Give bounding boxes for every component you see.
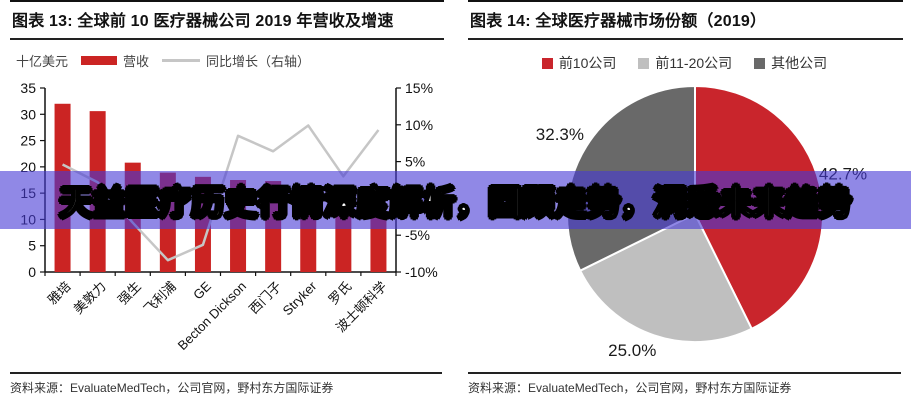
category-label: 飞利浦 (141, 279, 179, 317)
category-label: 波士顿科学 (333, 279, 390, 336)
pie-slice (578, 212, 754, 343)
growth-line-swatch (162, 59, 201, 62)
right-axis-tick-label: 15% (405, 80, 433, 96)
right-axis-tick-label: -5% (405, 227, 430, 243)
legend-item-label: 前11-20公司 (655, 55, 733, 71)
promo-banner-text: 天益医疗历史行情深度解析，回顾走势，洞悉未来趋势 (59, 183, 853, 222)
left-axis-tick-label: 25 (20, 133, 36, 149)
left-axis-tick-label: 30 (20, 106, 36, 122)
category-label: 强生 (115, 279, 144, 308)
left-axis-tick-label: 35 (20, 80, 36, 96)
category-label: GE (190, 278, 214, 302)
legend-item-revenue: 营收 (81, 51, 149, 70)
category-label: Becton Dickson (175, 279, 249, 353)
legend-item-label: 同比增长（右轴） (206, 54, 311, 69)
category-label: 罗氏 (325, 279, 354, 308)
legend-item-label: 前10公司 (558, 55, 617, 71)
figure-13-legend: 十亿美元 营收 同比增长（右轴） (16, 51, 310, 70)
left-axis-tick-label: 0 (28, 264, 36, 280)
right-axis-tick-label: 10% (405, 117, 433, 133)
right-axis-tick-label: -10% (405, 264, 438, 280)
top10-swatch (541, 57, 553, 69)
pie-slice-label: 32.3% (536, 125, 584, 144)
others-swatch (754, 57, 766, 69)
rank11-20-swatch (638, 57, 650, 69)
right-axis-tick-label: 5% (405, 154, 425, 170)
legend-item-top10: 前10公司 (541, 53, 617, 73)
figure-13-source: 资料来源：EvaluateMedTech，公司官网，野村东方国际证券 (10, 372, 442, 396)
legend-item-label: 营收 (123, 54, 150, 69)
category-label: 西门子 (246, 279, 284, 317)
figure-14-title: 图表 14: 全球医疗器械市场份额（2019） (468, 0, 903, 40)
figure-14-legend: 前10公司 前11-20公司 其他公司 (468, 53, 901, 73)
legend-item-label: 其他公司 (771, 55, 828, 71)
legend-item-others: 其他公司 (754, 53, 827, 73)
legend-item-growth: 同比增长（右轴） (162, 51, 310, 70)
promo-banner-overlay: 天益医疗历史行情深度解析，回顾走势，洞悉未来趋势 (0, 171, 911, 229)
pie-slice-label: 25.0% (608, 341, 656, 360)
left-axis-tick-label: 5 (28, 238, 36, 254)
legend-item-11to20: 前11-20公司 (638, 53, 732, 73)
category-label: Stryker (280, 278, 320, 318)
figure-13-title: 图表 13: 全球前 10 医疗器械公司 2019 年营收及增速 (10, 0, 444, 40)
category-label: 雅培 (45, 279, 74, 308)
category-label: 美敦力 (71, 279, 109, 317)
figure-14-source: 资料来源：EvaluateMedTech，公司官网，野村东方国际证券 (468, 372, 901, 396)
revenue-swatch (81, 56, 118, 65)
unit-label: 十亿美元 (16, 54, 69, 69)
